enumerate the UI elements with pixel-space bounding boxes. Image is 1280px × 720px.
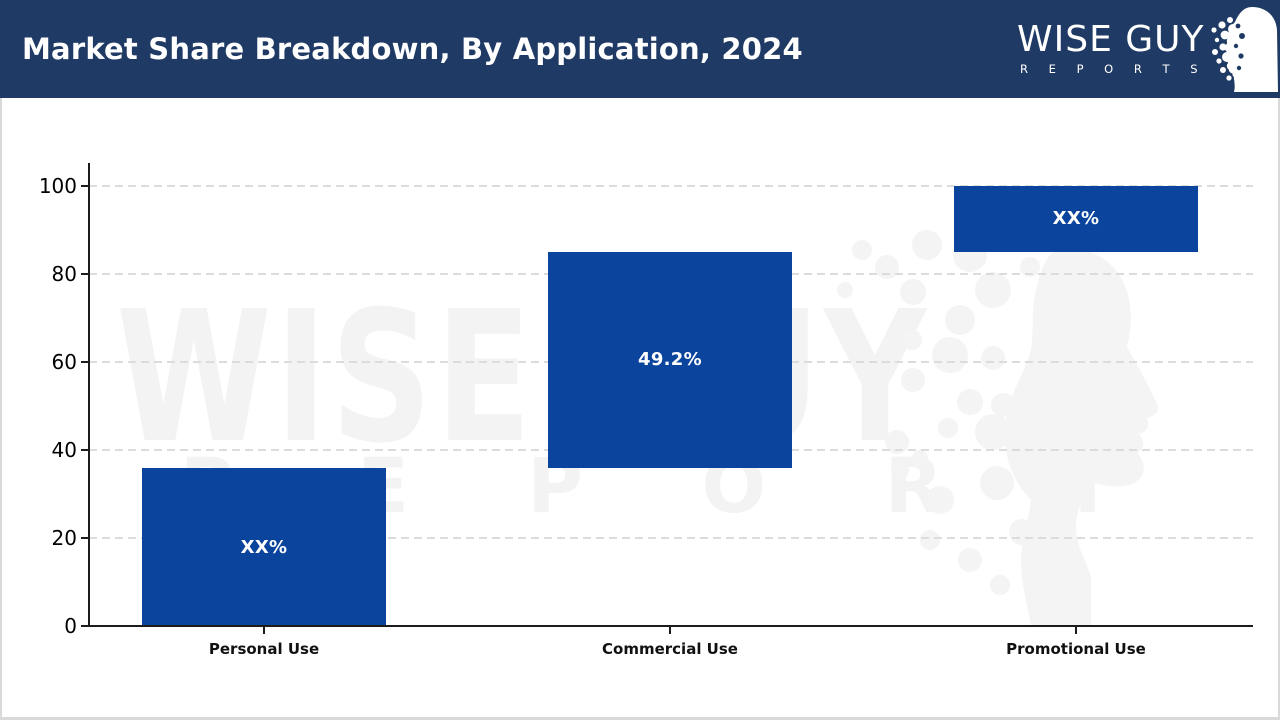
y-axis-line <box>88 163 90 627</box>
page-border-right <box>1278 98 1280 720</box>
y-tick-label-60: 60 <box>51 350 77 374</box>
x-category-label: Personal Use <box>208 640 320 658</box>
brand-subtitle: R E P O R T S <box>1020 62 1206 76</box>
x-category-label: Commercial Use <box>602 640 738 658</box>
brand-logo: WISE GUY R E P O R T S <box>1017 0 1280 98</box>
gridline-y100 <box>89 185 1253 187</box>
x-tick-0 <box>263 626 265 634</box>
bar-value-label: 49.2% <box>638 349 702 371</box>
page-border-bottom <box>0 717 1280 720</box>
y-tick-100 <box>81 185 89 187</box>
page-title: Market Share Breakdown, By Application, … <box>22 32 803 66</box>
bar-value-label: XX% <box>1052 208 1100 230</box>
y-tick-label-20: 20 <box>51 526 77 550</box>
y-tick-label-40: 40 <box>51 438 77 462</box>
brand-face-icon <box>1211 7 1278 92</box>
y-tick-label-0: 0 <box>64 614 77 638</box>
brand-logo-text: WISE GUY R E P O R T S <box>1017 19 1206 77</box>
brand-name: WISE GUY <box>1017 19 1205 60</box>
y-tick-60 <box>81 361 89 363</box>
header-bar: Market Share Breakdown, By Application, … <box>0 0 1280 98</box>
gridline-y20 <box>89 537 1253 539</box>
x-category-label: Promotional Use <box>1006 640 1146 658</box>
bar-value-label: XX% <box>240 536 288 558</box>
y-tick-80 <box>81 273 89 275</box>
bar-personal-use: XX% <box>142 468 386 626</box>
bar-commercial-use: 49.2% <box>548 251 792 469</box>
y-tick-40 <box>81 449 89 451</box>
y-tick-20 <box>81 537 89 539</box>
y-tick-0 <box>81 625 89 627</box>
x-tick-2 <box>1075 626 1077 634</box>
page-border-left <box>0 98 2 720</box>
bar-promotional-use: XX% <box>954 186 1198 252</box>
y-tick-label-80: 80 <box>51 262 77 286</box>
x-tick-1 <box>669 626 671 634</box>
y-tick-label-100: 100 <box>38 174 77 198</box>
